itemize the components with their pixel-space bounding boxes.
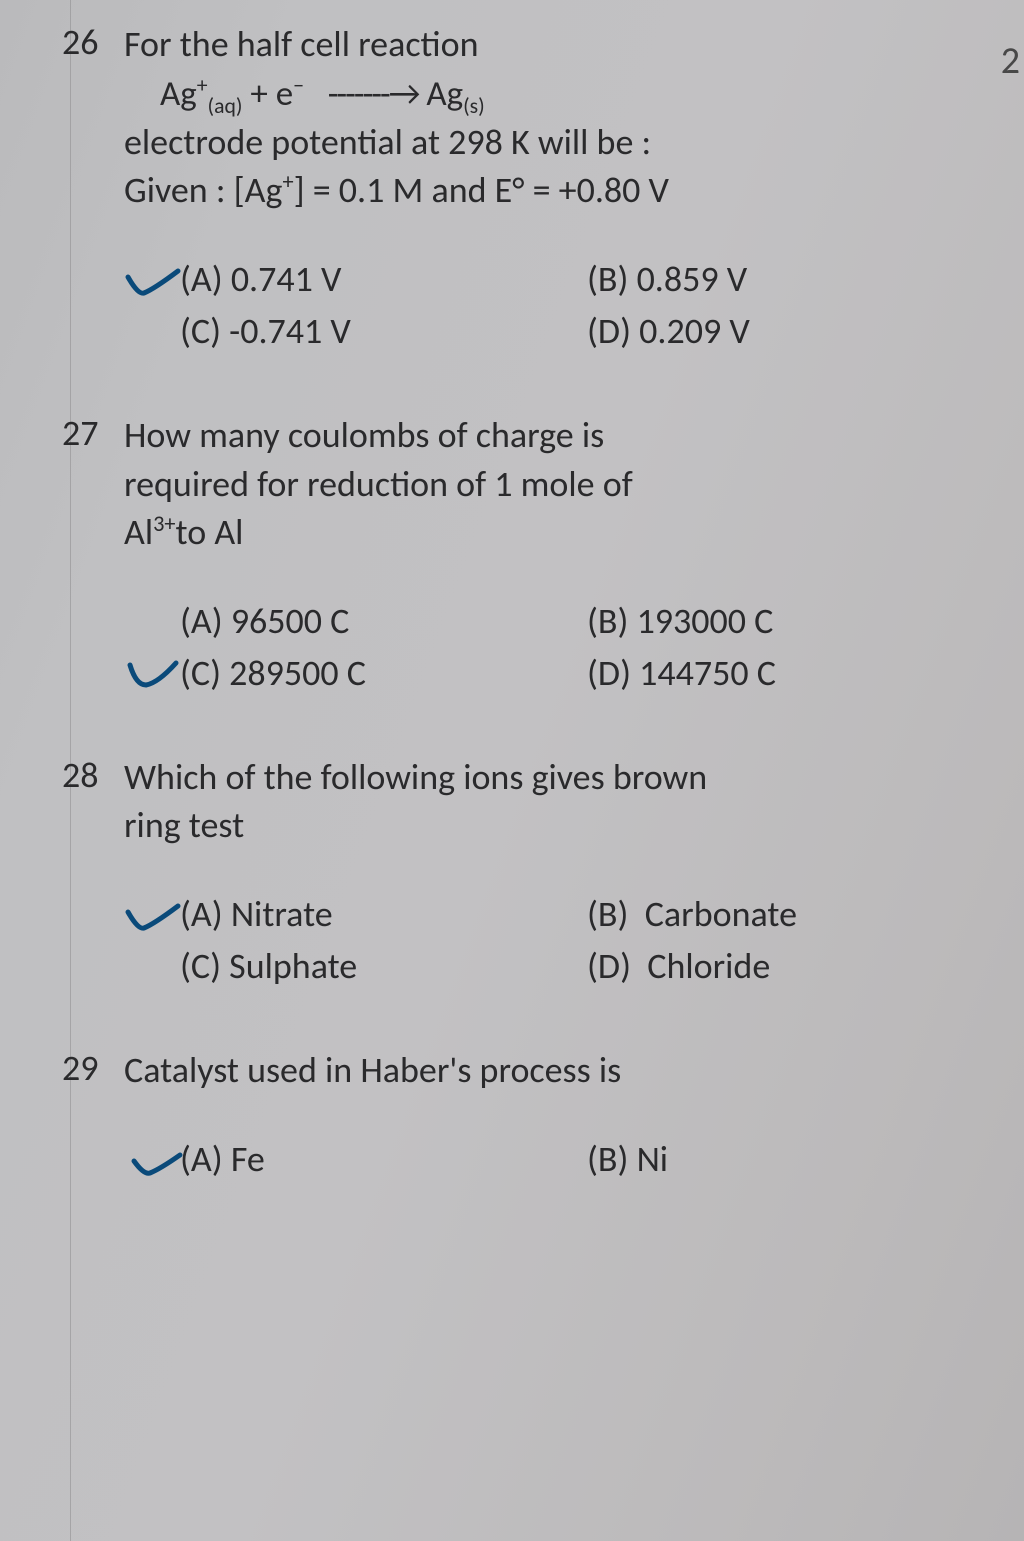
option-c: (C) Sulphate bbox=[180, 944, 567, 988]
option-b: (B) 0.859 V bbox=[587, 257, 974, 301]
question-text-line1: How many coulombs of charge is bbox=[70, 411, 994, 460]
option-d-text: Chloride bbox=[647, 944, 770, 988]
page-content: 26 For the half cell reaction Ag+(aq) + … bbox=[0, 0, 1024, 1181]
checkmark-icon bbox=[130, 1147, 190, 1183]
option-d: (D) 0.209 V bbox=[587, 309, 974, 353]
question-number: 27 bbox=[62, 411, 99, 455]
question-equation: Ag+(aq) + e− -------→ Ag(s) bbox=[70, 71, 994, 118]
option-b-text: 0.859 V bbox=[637, 257, 748, 301]
question-text-line2: ring test bbox=[70, 801, 994, 850]
question-given: Given : [Ag+] = 0.1 M and E° = +0.80 V bbox=[70, 166, 994, 215]
option-a-text: Nitrate bbox=[231, 892, 333, 936]
options-grid: (A) Nitrate (B) Carbonate (C) Sulphate (… bbox=[70, 892, 994, 988]
option-c-text: -0.741 V bbox=[229, 309, 351, 353]
options-grid: (A) 96500 C (B) 193000 C (C) 289500 C (D… bbox=[70, 599, 994, 695]
option-a-text: 96500 C bbox=[231, 599, 350, 643]
option-b-text: Ni bbox=[637, 1137, 669, 1181]
question-27: 27 How many coulombs of charge is requir… bbox=[70, 411, 994, 695]
option-b: (B) Carbonate bbox=[587, 892, 974, 936]
question-text-line1: For the half cell reaction bbox=[70, 20, 994, 69]
question-text-line2: required for reduction of 1 mole of bbox=[70, 460, 994, 509]
option-c: (C) -0.741 V bbox=[180, 309, 567, 353]
options-grid: (A) Fe (B) Ni bbox=[70, 1137, 994, 1181]
question-text-line3: electrode potential at 298 K will be : bbox=[70, 118, 994, 167]
question-number: 28 bbox=[62, 753, 99, 797]
option-c-text: Sulphate bbox=[229, 944, 357, 988]
question-28: 28 Which of the following ions gives bro… bbox=[70, 753, 994, 988]
question-text-line3: Al3+to Al bbox=[70, 508, 994, 557]
option-b-text: Carbonate bbox=[645, 892, 797, 936]
question-number: 29 bbox=[62, 1046, 99, 1090]
checkmark-icon bbox=[124, 659, 184, 695]
option-d-text: 144750 C bbox=[639, 651, 776, 695]
option-a-text: 0.741 V bbox=[231, 257, 342, 301]
question-text-line1: Which of the following ions gives brown bbox=[70, 753, 994, 802]
question-26: 26 For the half cell reaction Ag+(aq) + … bbox=[70, 20, 994, 353]
option-c: (C) 289500 C bbox=[180, 651, 567, 695]
option-d-text: 0.209 V bbox=[639, 309, 750, 353]
option-a: (A) Nitrate bbox=[180, 892, 567, 936]
option-d: (D) 144750 C bbox=[587, 651, 974, 695]
option-a-text: Fe bbox=[231, 1137, 265, 1181]
options-grid: (A) 0.741 V (B) 0.859 V (C) -0.741 V (D)… bbox=[70, 257, 994, 353]
option-b-text: 193000 C bbox=[637, 599, 774, 643]
question-text-line1: Catalyst used in Haber's process is bbox=[70, 1046, 994, 1095]
option-a: (A) 0.741 V bbox=[180, 257, 567, 301]
option-d: (D) Chloride bbox=[587, 944, 974, 988]
option-a: (A) Fe bbox=[180, 1137, 567, 1181]
question-29: 29 Catalyst used in Haber's process is (… bbox=[70, 1046, 994, 1181]
checkmark-icon bbox=[124, 900, 184, 936]
option-b: (B) Ni bbox=[587, 1137, 974, 1181]
question-number: 26 bbox=[62, 20, 99, 64]
option-a: (A) 96500 C bbox=[180, 599, 567, 643]
option-c-text: 289500 C bbox=[229, 651, 366, 695]
option-b: (B) 193000 C bbox=[587, 599, 974, 643]
checkmark-icon bbox=[124, 265, 184, 301]
